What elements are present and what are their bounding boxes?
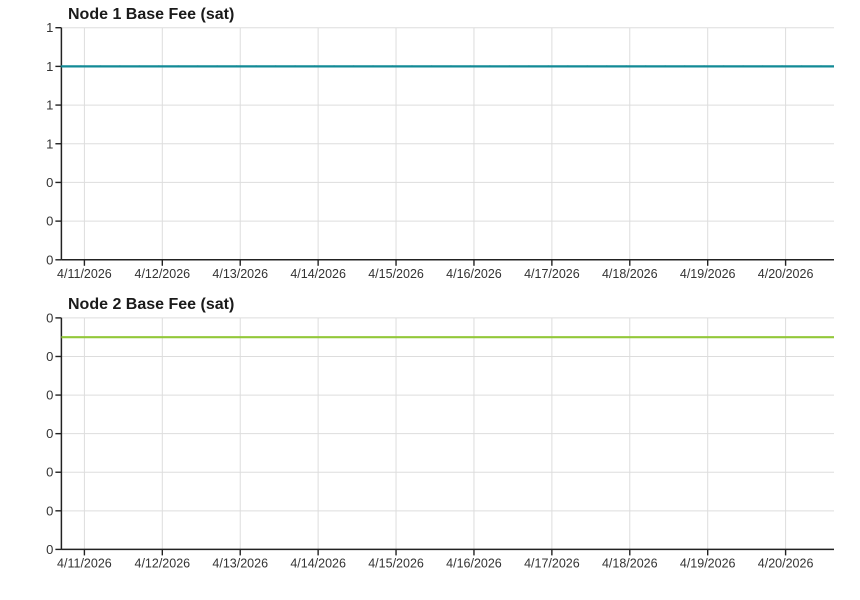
svg-text:4/19/2026: 4/19/2026: [680, 556, 736, 570]
svg-text:0: 0: [46, 388, 53, 403]
svg-text:4/18/2026: 4/18/2026: [602, 556, 658, 570]
svg-text:4/16/2026: 4/16/2026: [446, 267, 502, 281]
svg-text:4/13/2026: 4/13/2026: [212, 267, 268, 281]
svg-text:4/16/2026: 4/16/2026: [446, 556, 502, 570]
svg-text:1: 1: [46, 98, 53, 113]
svg-text:4/17/2026: 4/17/2026: [524, 267, 580, 281]
svg-text:0: 0: [46, 542, 53, 557]
svg-text:0: 0: [46, 503, 53, 518]
svg-text:4/18/2026: 4/18/2026: [602, 267, 658, 281]
svg-text:4/11/2026: 4/11/2026: [57, 556, 112, 570]
svg-text:4/12/2026: 4/12/2026: [135, 556, 191, 570]
svg-text:4/11/2026: 4/11/2026: [57, 267, 112, 281]
svg-text:1: 1: [46, 20, 53, 35]
svg-text:4/17/2026: 4/17/2026: [524, 556, 580, 570]
svg-text:0: 0: [46, 175, 53, 190]
svg-text:4/14/2026: 4/14/2026: [290, 556, 346, 570]
svg-text:0: 0: [46, 465, 53, 480]
svg-text:0: 0: [46, 310, 53, 325]
svg-text:4/20/2026: 4/20/2026: [758, 267, 814, 281]
svg-text:1: 1: [46, 59, 53, 74]
svg-text:0: 0: [46, 214, 53, 229]
svg-text:0: 0: [46, 349, 53, 364]
svg-text:0: 0: [46, 252, 53, 267]
svg-text:4/19/2026: 4/19/2026: [680, 267, 736, 281]
svg-text:4/15/2026: 4/15/2026: [368, 556, 424, 570]
svg-text:4/13/2026: 4/13/2026: [212, 556, 268, 570]
svg-text:0: 0: [46, 426, 53, 441]
svg-text:4/15/2026: 4/15/2026: [368, 267, 424, 281]
svg-text:4/12/2026: 4/12/2026: [135, 267, 191, 281]
svg-text:4/20/2026: 4/20/2026: [758, 556, 814, 570]
svg-text:1: 1: [46, 136, 53, 151]
svg-text:4/14/2026: 4/14/2026: [290, 267, 346, 281]
